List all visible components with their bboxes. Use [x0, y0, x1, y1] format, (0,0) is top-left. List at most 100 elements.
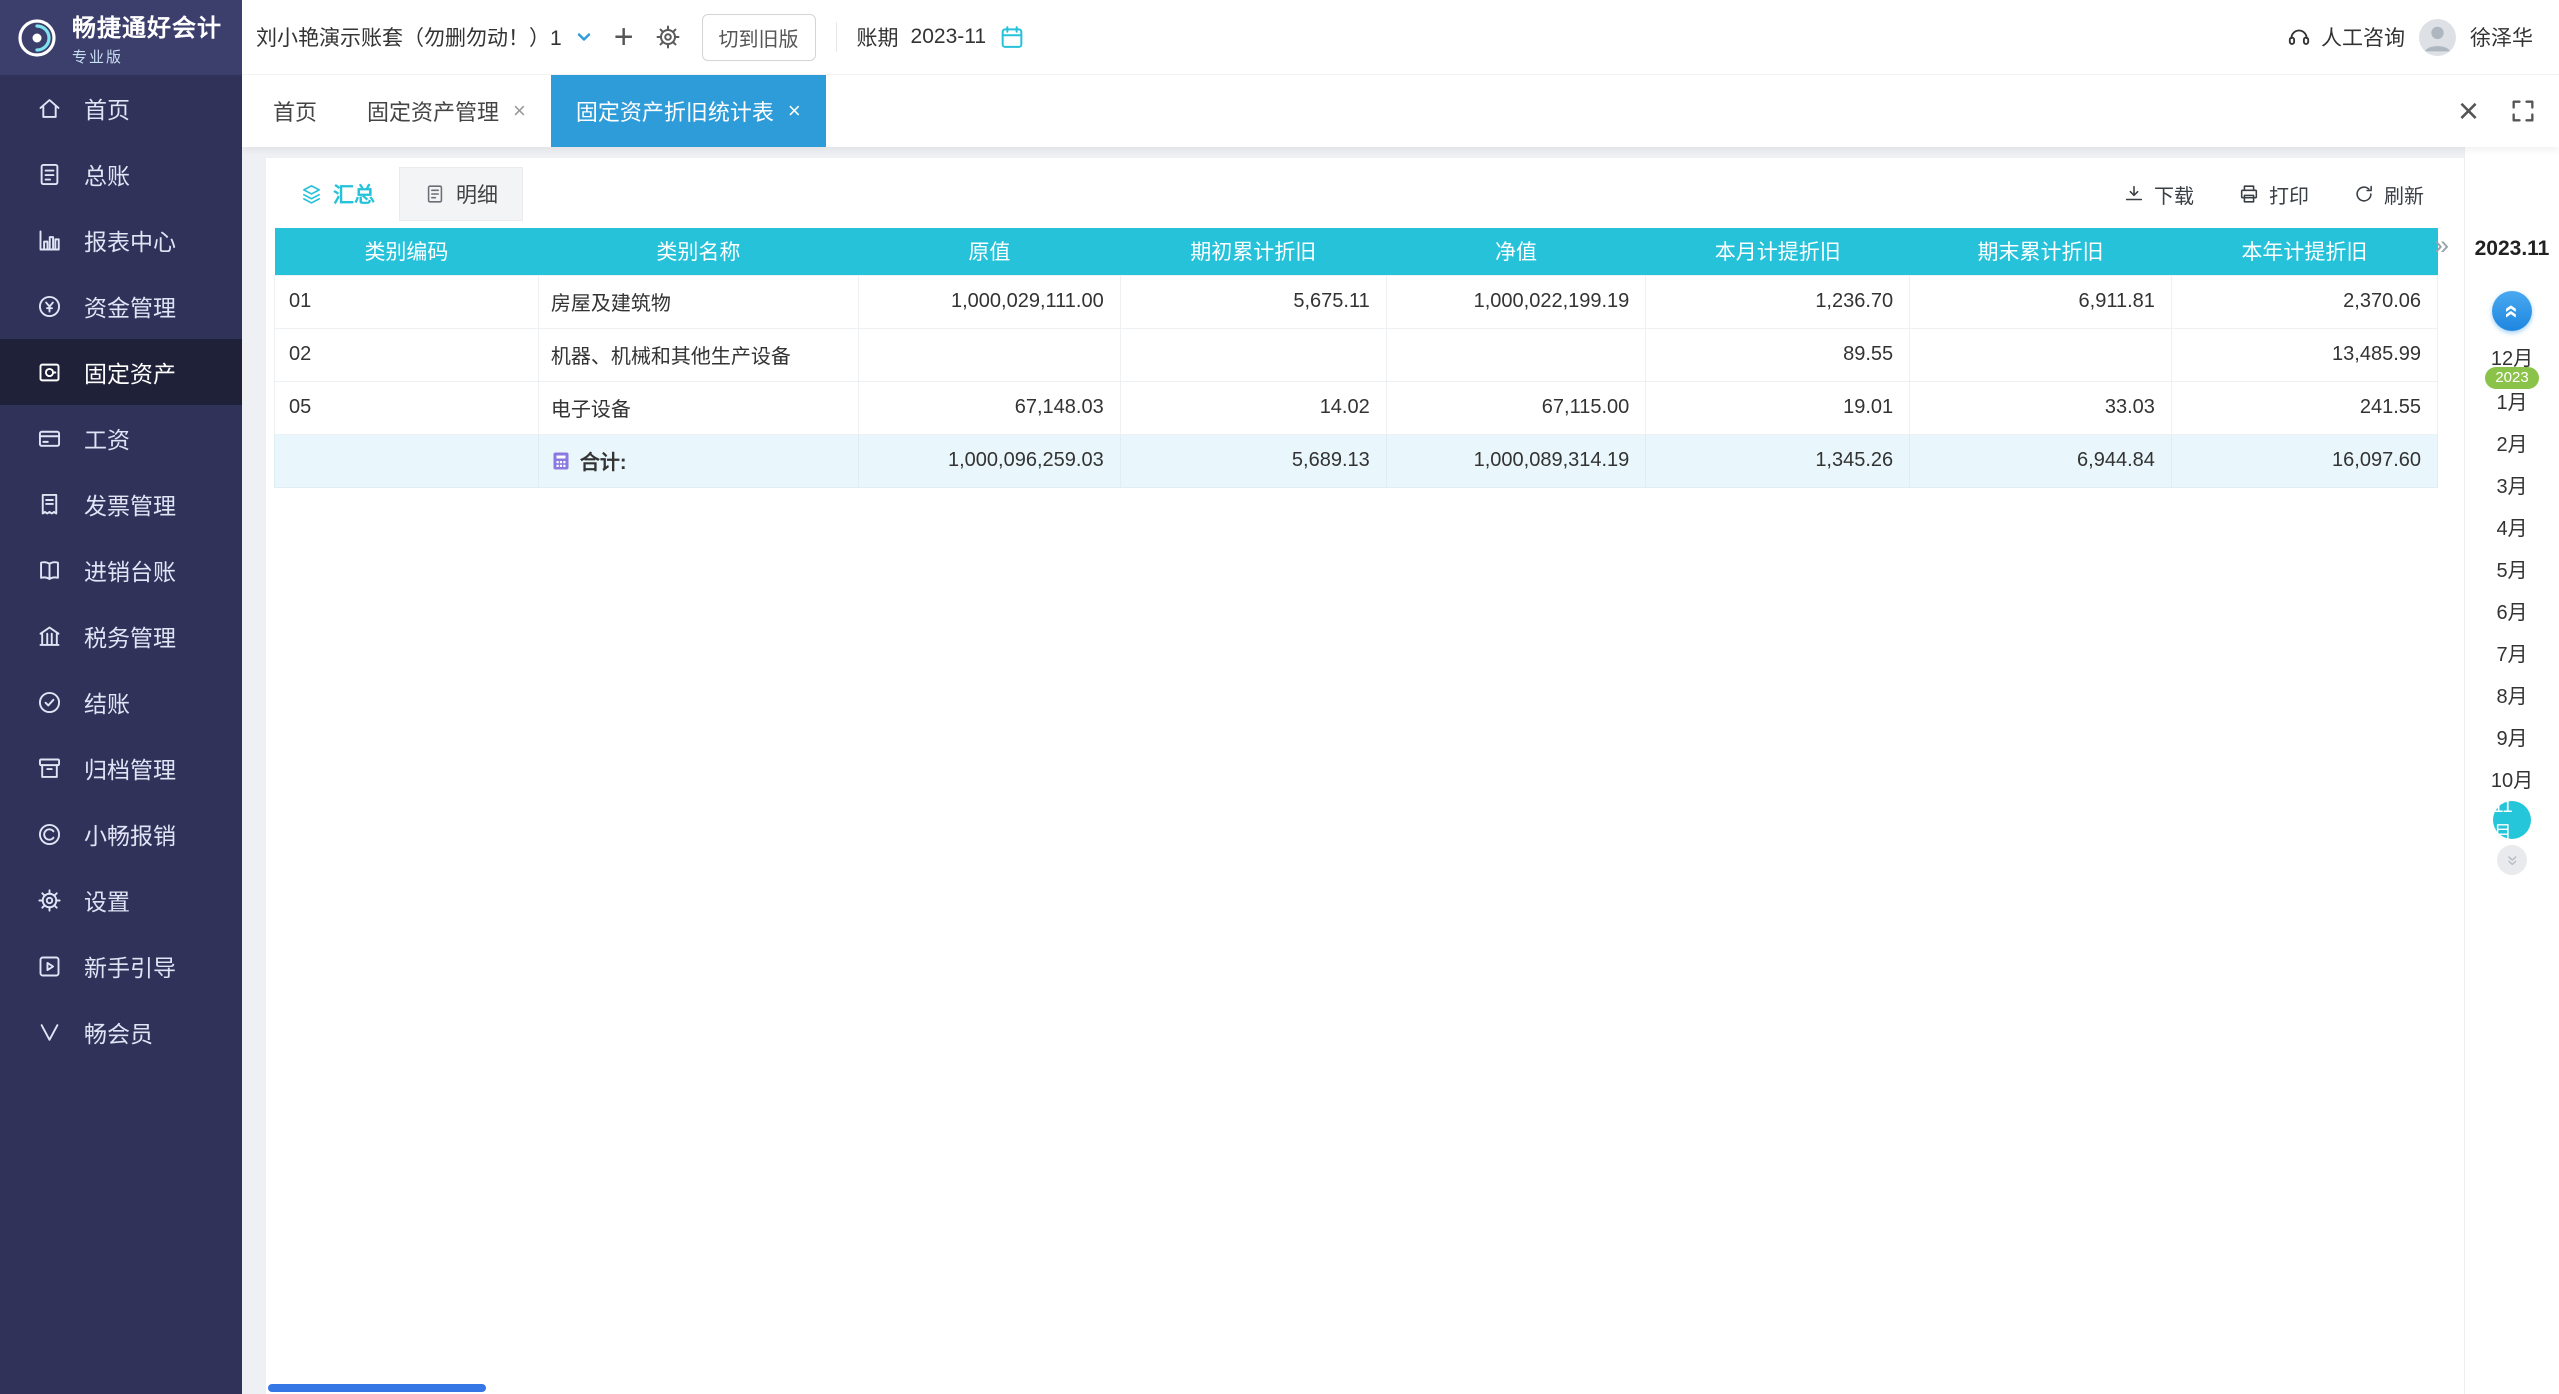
print-button[interactable]: 打印 — [2238, 180, 2309, 209]
logo-text: 畅捷通好会计 专业版 — [72, 8, 222, 67]
tab-detail-label: 明细 — [456, 184, 498, 207]
month-item-may[interactable]: 5月 — [2496, 559, 2528, 582]
total-label: 合计: — [579, 452, 627, 474]
tab-bar: 首页 固定资产管理 × 固定资产折旧统计表 × × — [242, 75, 2559, 147]
month-item-feb[interactable]: 2月 — [2496, 433, 2528, 456]
scroll-down-button[interactable]: » — [2497, 845, 2527, 875]
table-cell: 6,911.81 — [1909, 274, 2172, 329]
account-name: 刘小艳演示账套（勿删勿动！）1 — [256, 27, 562, 50]
scroll-up-button[interactable]: « — [2492, 291, 2532, 331]
tabbar-actions: × — [2458, 75, 2559, 147]
table-cell: 电子设备 — [537, 380, 859, 435]
divider — [835, 22, 837, 52]
month-item-apr[interactable]: 4月 — [2496, 517, 2528, 540]
month-item-aug[interactable]: 8月 — [2496, 685, 2528, 708]
bar-chart-icon — [34, 225, 64, 255]
account-selector[interactable]: 刘小艳演示账套（勿删勿动！）1 — [256, 22, 594, 52]
add-account-button[interactable]: + — [613, 18, 634, 56]
sidebar-item-guide[interactable]: 新手引导 — [0, 933, 242, 999]
horizontal-scrollbar-thumb[interactable] — [268, 1384, 486, 1392]
sidebar-item-tax[interactable]: 税务管理 — [0, 603, 242, 669]
table-cell: 33.03 — [1909, 380, 2172, 435]
layers-icon — [303, 184, 320, 204]
tab-summary[interactable]: 汇总 — [276, 167, 399, 221]
tab-depreciation-report[interactable]: 固定资产折旧统计表 × — [550, 75, 826, 147]
sidebar-item-purchase-sale-ledger[interactable]: 进销台账 — [0, 537, 242, 603]
account-settings-button[interactable] — [654, 23, 682, 51]
switch-old-version-button[interactable]: 切到旧版 — [701, 13, 816, 61]
print-label: 打印 — [2269, 185, 2309, 208]
table-cell: 2,370.06 — [2170, 274, 2439, 329]
sidebar-item-invoice[interactable]: 发票管理 — [0, 471, 242, 537]
month-item-jul[interactable]: 7月 — [2496, 643, 2528, 666]
table-cell: 13,485.99 — [2170, 327, 2439, 382]
sidebar-item-settings[interactable]: 设置 — [0, 867, 242, 933]
month-item-jan[interactable]: 1月 — [2496, 391, 2528, 414]
sidebar: 畅捷通好会计 专业版 首页 总账 报表中心 资金管理 — [0, 0, 242, 1394]
month-item-oct[interactable]: 10月 — [2490, 769, 2534, 792]
month-rail: 2023.11 « 12月 2023 1月 2月 3月 4月 5月 6月 7月 … — [2464, 147, 2559, 1394]
safe-box-icon — [34, 357, 64, 387]
list-icon — [427, 185, 443, 203]
table-cell — [1385, 327, 1647, 382]
report-panel: 汇总 明细 下载 打印 刷新 — [266, 158, 2464, 1394]
app-edition: 专业版 — [72, 49, 124, 66]
download-icon — [2125, 185, 2143, 201]
month-item-mar[interactable]: 3月 — [2496, 475, 2528, 498]
sidebar-item-closing[interactable]: 结账 — [0, 669, 242, 735]
support-button[interactable]: 人工咨询 — [2286, 22, 2405, 52]
column-header: 原值 — [858, 228, 1121, 275]
double-chevron-up-icon: « — [2498, 304, 2527, 318]
sidebar-item-funds[interactable]: 资金管理 — [0, 273, 242, 339]
month-item-sep[interactable]: 9月 — [2496, 727, 2528, 750]
ledger-icon — [34, 159, 64, 189]
table-row: 01 房屋及建筑物 1,000,029,111.00 5,675.11 1,00… — [274, 274, 2439, 329]
fullscreen-icon[interactable] — [2509, 97, 2537, 125]
table-cell: 67,115.00 — [1385, 380, 1647, 435]
sidebar-item-fixed-assets[interactable]: 固定资产 — [0, 339, 242, 405]
sidebar-item-salary[interactable]: 工资 — [0, 405, 242, 471]
column-header: 类别编码 — [274, 228, 539, 275]
close-tab-icon[interactable]: × — [2457, 90, 2479, 131]
table-cell: 05 — [274, 380, 539, 435]
sidebar-item-label: 固定资产 — [84, 361, 176, 387]
sidebar-item-report-center[interactable]: 报表中心 — [0, 207, 242, 273]
calendar-icon[interactable] — [998, 23, 1026, 51]
month-item-nov-active[interactable]: 11月 — [2493, 796, 2531, 844]
sidebar-item-member[interactable]: 畅会员 — [0, 999, 242, 1065]
refresh-icon — [2356, 185, 2372, 202]
table-cell: 1,000,029,111.00 — [857, 274, 1121, 329]
expense-c-icon — [34, 819, 64, 849]
close-icon[interactable]: × — [787, 98, 801, 123]
sidebar-item-label: 新手引导 — [84, 955, 176, 981]
close-icon[interactable]: × — [513, 98, 526, 123]
period-value: 2023-11 — [910, 25, 987, 48]
download-button[interactable]: 下载 — [2123, 180, 2194, 209]
avatar[interactable] — [2419, 18, 2456, 56]
month-item-dec[interactable]: 12月 — [2490, 347, 2534, 370]
sidebar-item-label: 归档管理 — [84, 757, 176, 783]
sidebar-item-label: 发票管理 — [84, 493, 176, 519]
sidebar-item-archive[interactable]: 归档管理 — [0, 735, 242, 801]
sidebar-item-general-ledger[interactable]: 总账 — [0, 141, 242, 207]
month-item-jun[interactable]: 6月 — [2496, 601, 2528, 624]
bank-icon — [34, 621, 64, 651]
sidebar-item-expense[interactable]: 小畅报销 — [0, 801, 242, 867]
refresh-button[interactable]: 刷新 — [2353, 180, 2424, 209]
table-cell: 14.02 — [1119, 380, 1387, 435]
table-cell: 01 — [274, 274, 539, 329]
tab-home[interactable]: 首页 — [248, 75, 342, 147]
topbar-right: 人工咨询 徐泽华 — [2286, 18, 2533, 56]
sidebar-menu: 首页 总账 报表中心 资金管理 固定资产 工资 — [0, 75, 242, 1065]
column-header: 本年计提折旧 — [2171, 228, 2438, 275]
tab-detail[interactable]: 明细 — [399, 167, 523, 221]
table-cell: 16,097.60 — [2170, 433, 2439, 488]
collapse-month-rail-icon[interactable]: » — [2434, 230, 2450, 260]
tab-fixed-asset-management[interactable]: 固定资产管理 × — [342, 75, 551, 147]
table-cell: 1,236.70 — [1645, 274, 1911, 329]
double-chevron-down-icon: » — [2501, 854, 2523, 866]
sidebar-item-home[interactable]: 首页 — [0, 75, 242, 141]
table-cell: 1,000,022,199.19 — [1385, 274, 1647, 329]
refresh-label: 刷新 — [2384, 185, 2424, 208]
table-cell: 1,345.26 — [1645, 433, 1911, 488]
